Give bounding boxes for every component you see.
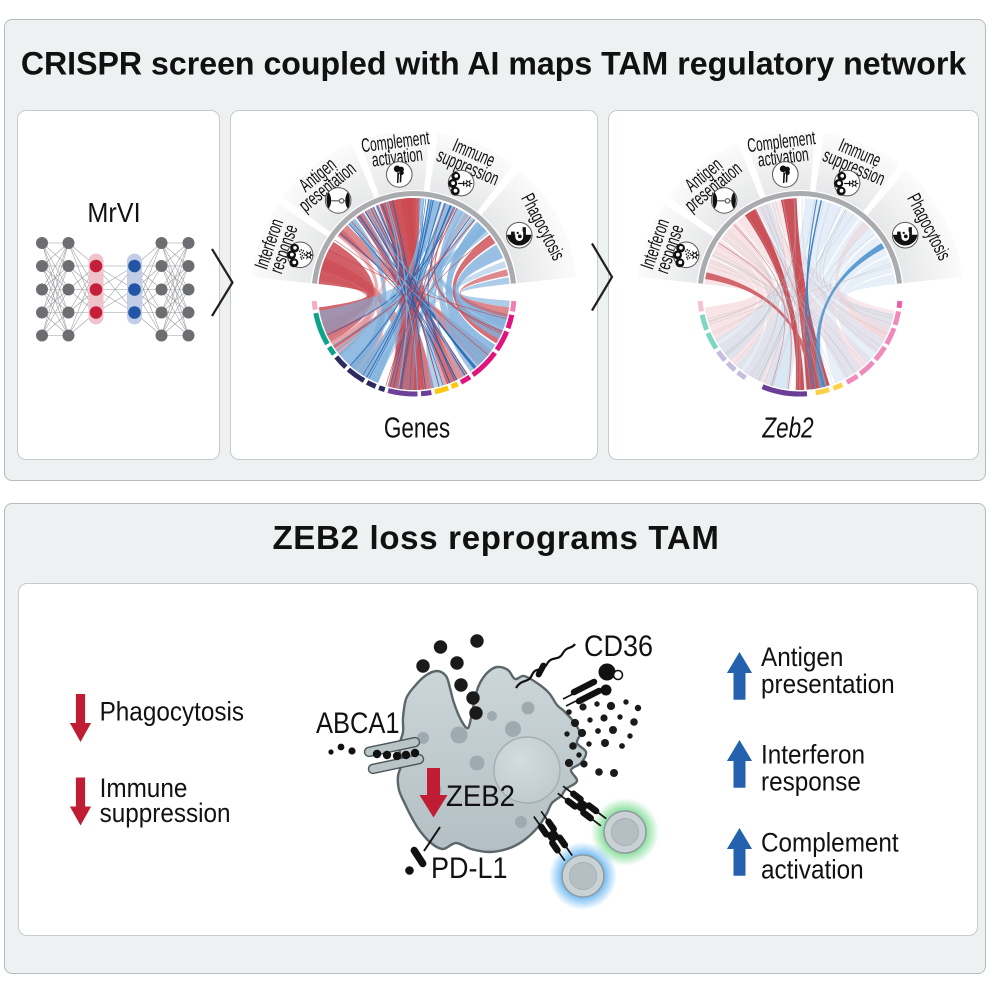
svg-text:suppression: suppression [100,799,231,828]
svg-text:Genes: Genes [384,413,450,444]
svg-text:PD-L1: PD-L1 [431,852,507,886]
svg-text:response: response [761,767,861,796]
svg-text:Zeb2: Zeb2 [761,413,813,444]
svg-text:Interferon: Interferon [761,740,865,769]
svg-text:CD36: CD36 [584,630,653,664]
svg-text:Immune: Immune [100,774,188,803]
svg-text:ABCA1: ABCA1 [316,706,400,739]
svg-text:Phagocytosis: Phagocytosis [100,698,244,727]
svg-text:MrVI: MrVI [87,197,140,229]
svg-text:ZEB2 loss reprograms TAM: ZEB2 loss reprograms TAM [272,519,719,556]
svg-text:presentation: presentation [761,670,895,699]
svg-text:Antigen: Antigen [761,643,843,672]
svg-text:CRISPR screen coupled with AI: CRISPR screen coupled with AI maps TAM r… [21,45,966,81]
svg-text:Complement: Complement [761,828,899,857]
svg-text:activation: activation [761,855,864,884]
svg-text:ZEB2: ZEB2 [446,780,515,813]
